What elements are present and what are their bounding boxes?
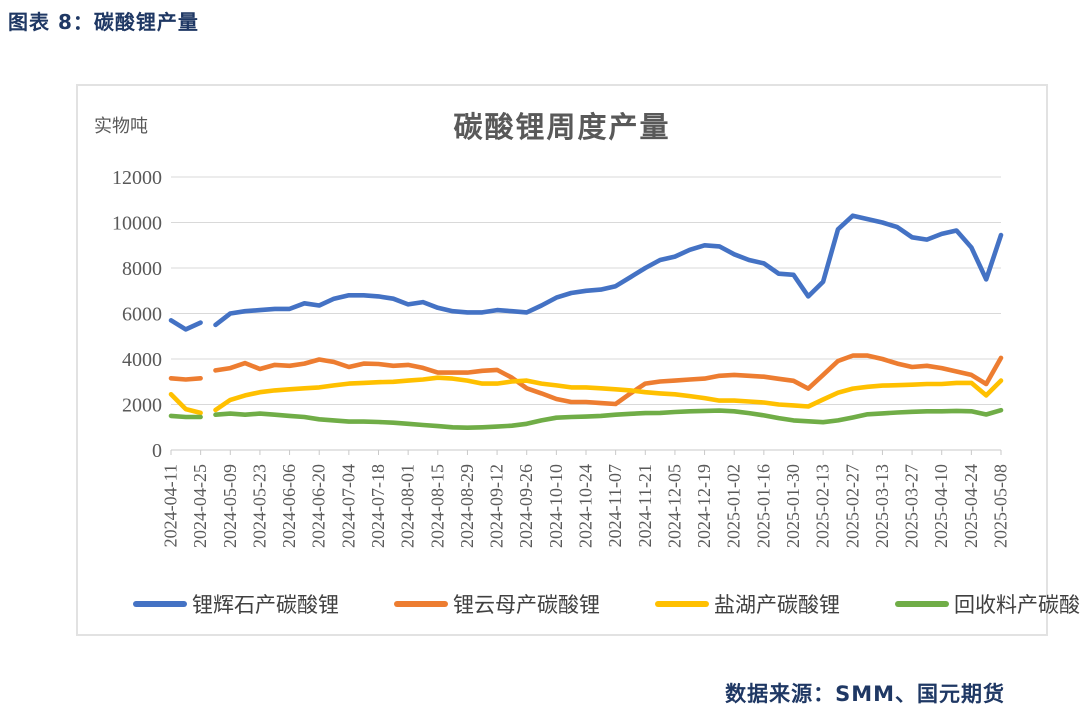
series-line	[168, 376, 203, 382]
series-line	[168, 318, 203, 332]
chart-card: 实物吨 碳酸锂周度产量 0 2000 4000 6000 8000 10000 12000 2…	[76, 84, 1080, 636]
x-axis-label: 2025-01-16	[753, 464, 773, 548]
x-axis-label: 2025-02-13	[813, 464, 833, 548]
legend-line-swatch	[655, 601, 709, 607]
x-axis-label: 2024-09-26	[516, 464, 536, 548]
x-axis-label: 2024-12-19	[694, 464, 714, 548]
y-axis-label: 0	[152, 440, 162, 462]
chart-title: 碳酸锂周度产量	[453, 110, 671, 144]
x-axis-label: 2024-07-04	[338, 464, 358, 548]
x-axis-label: 2024-05-23	[249, 464, 269, 548]
x-axis-label: 2025-03-13	[872, 464, 892, 548]
y-axis-unit-label: 实物吨	[94, 116, 148, 137]
x-axis-label: 2025-02-27	[842, 464, 862, 548]
x-axis-label: 2024-04-11	[161, 464, 181, 547]
legend-item: 盐湖产碳酸锂	[655, 589, 840, 619]
x-axis-label: 2024-11-21	[635, 464, 655, 547]
series-line	[213, 353, 1004, 407]
x-axis-label: 2024-10-10	[546, 464, 566, 548]
x-axis-label: 2025-01-02	[724, 464, 744, 548]
data-source: 数据来源：SMM、国元期货	[725, 682, 1005, 706]
x-axis-label: 2024-09-12	[487, 464, 507, 548]
figure-caption: 图表 8：碳酸锂产量	[8, 10, 199, 34]
x-axis-label: 2024-06-20	[309, 464, 329, 548]
x-axis-label: 2024-04-25	[190, 464, 210, 548]
x-axis-label: 2024-11-07	[605, 464, 625, 547]
legend-item: 回收料产碳酸锂	[895, 589, 1080, 619]
series-line	[213, 213, 1004, 328]
legend-item: 锂云母产碳酸锂	[394, 589, 600, 619]
chart-legend: 锂辉石产碳酸锂 锂云母产碳酸锂 盐湖产碳酸锂 回收料产碳酸锂	[133, 589, 1080, 619]
legend-line-swatch	[394, 601, 448, 607]
x-axis-label: 2025-01-30	[783, 464, 803, 548]
x-axis-label: 2025-04-10	[931, 464, 951, 548]
legend-line-swatch	[895, 601, 949, 607]
x-axis-label: 2024-07-18	[368, 464, 388, 548]
legend-line-swatch	[133, 601, 187, 607]
y-axis-label: 12000	[112, 167, 162, 189]
legend-label: 盐湖产碳酸锂	[714, 593, 840, 617]
legend-label: 回收料产碳酸锂	[954, 593, 1080, 617]
x-axis-label: 2025-04-24	[961, 464, 981, 548]
series-line	[168, 392, 203, 416]
y-axis-label: 10000	[112, 213, 162, 235]
legend-label: 锂辉石产碳酸锂	[192, 593, 339, 617]
y-axis-label: 6000	[122, 304, 162, 326]
series-line	[213, 407, 1004, 430]
x-axis-label: 2024-08-15	[427, 464, 447, 548]
x-axis-label: 2024-12-05	[664, 464, 684, 548]
x-axis-label: 2025-03-27	[902, 464, 922, 548]
legend-item: 锂辉石产碳酸锂	[133, 589, 339, 619]
y-axis-label: 4000	[122, 349, 162, 371]
x-axis-label: 2024-05-09	[220, 464, 240, 548]
x-axis-label: 2025-05-08	[991, 464, 1011, 548]
series-line	[213, 375, 1004, 413]
y-axis-label: 2000	[122, 395, 162, 417]
line-chart: 0 2000 4000 6000 8000 10000 12000 2024-04-11 202…	[112, 167, 1011, 548]
x-axis-label: 2024-08-01	[398, 464, 418, 548]
x-axis-label: 2024-06-06	[279, 464, 299, 548]
x-axis-label: 2024-08-29	[457, 464, 477, 548]
legend-label: 锂云母产碳酸锂	[453, 593, 600, 617]
x-axis-label: 2024-10-24	[576, 464, 596, 548]
series-line	[168, 413, 203, 420]
y-axis-label: 8000	[122, 258, 162, 280]
